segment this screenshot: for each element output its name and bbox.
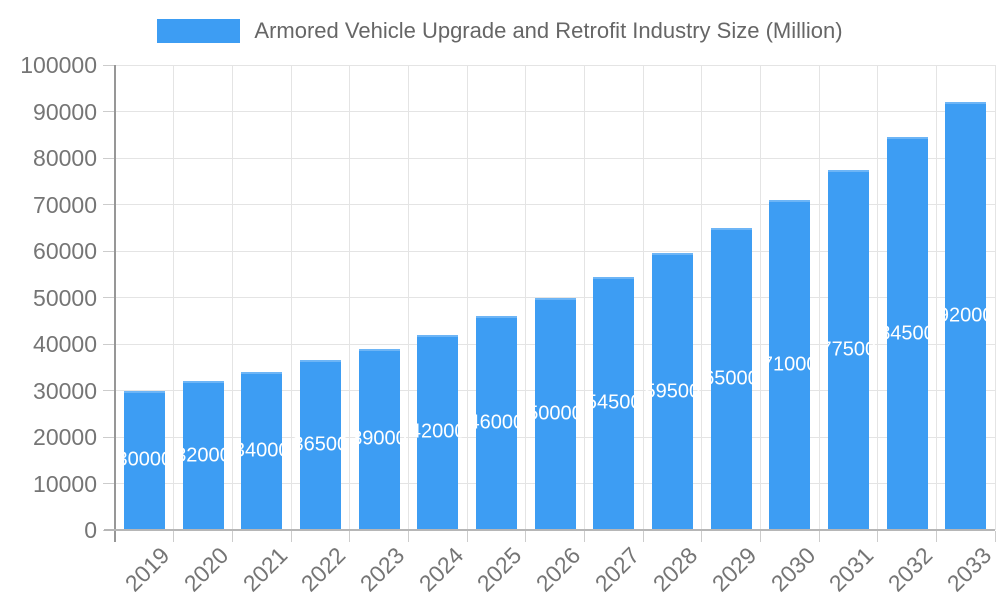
y-tick-100000: [103, 64, 115, 66]
y-tick-label-80000: 80000: [33, 145, 97, 171]
bar-label-2021: 34000: [233, 439, 290, 462]
gridline-v-11: [759, 65, 761, 530]
bar-2020: [182, 381, 224, 530]
y-tick-70000: [103, 204, 115, 205]
x-tick-7: [525, 531, 527, 542]
bar-2027: [593, 276, 635, 530]
x-tick-2: [231, 531, 233, 542]
y-tick-20000: [103, 436, 115, 438]
x-tick-3: [290, 531, 292, 542]
gridline-v-12: [818, 65, 820, 530]
bar-2021: [241, 371, 283, 530]
gridline-v-8: [583, 65, 585, 530]
gridline-h-90000: [115, 111, 995, 112]
bar-2033: [945, 102, 987, 530]
plot-area: 30000 32000 34000 36500 39000 42000 46000 50000…: [115, 64, 996, 530]
gridline-v-7: [525, 65, 527, 530]
legend[interactable]: Armored Vehicle Upgrade and Retrofit Ind…: [0, 18, 1000, 44]
bar-label-2025: 46000: [468, 411, 525, 434]
bar-label-2033: 92000: [937, 304, 994, 327]
gridline-v-1: [173, 65, 175, 530]
bar-label-2019: 30000: [116, 448, 173, 471]
bar-label-2032: 84500: [879, 322, 935, 345]
bar-label-2029: 65000: [703, 367, 759, 390]
y-tick-80000: [103, 157, 115, 159]
x-tick-8: [583, 531, 585, 542]
gridline-v-6: [466, 65, 468, 530]
x-tick-label-2019: 2019: [120, 542, 175, 597]
bar-label-2030: 71000: [761, 353, 818, 376]
bar-2019: [123, 390, 165, 530]
bar-2032: [886, 137, 928, 530]
x-tick-9: [642, 531, 644, 542]
bar-2026: [534, 297, 576, 530]
y-tick-label-50000: 50000: [33, 284, 97, 311]
gridline-v-15: [994, 65, 996, 530]
gridline-h-70000: [115, 204, 995, 205]
gridline-v-3: [290, 65, 292, 530]
bar-label-2023: 39000: [351, 427, 407, 450]
bar-label-2024: 42000: [409, 420, 466, 443]
gridline-h-80000: [115, 157, 995, 159]
x-tick-12: [818, 531, 820, 542]
bar-2022: [299, 360, 341, 530]
bar-label-2020: 32000: [175, 444, 231, 467]
bar-2023: [358, 348, 400, 530]
y-tick-40000: [103, 343, 115, 345]
y-tick-50000: [103, 297, 115, 298]
bar-2025: [475, 316, 517, 530]
y-tick-label-100000: 100000: [20, 52, 97, 78]
y-tick-10000: [103, 483, 115, 484]
bar-label-2031: 77500: [820, 338, 877, 361]
gridline-v-2: [231, 65, 233, 530]
legend-swatch: [157, 19, 241, 43]
x-tick-6: [466, 531, 468, 542]
y-tick-label-0: 0: [84, 517, 97, 543]
bar-label-2022: 36500: [292, 433, 349, 456]
gridline-v-14: [935, 65, 937, 530]
x-tick-4: [349, 531, 351, 542]
legend-label: Armored Vehicle Upgrade and Retrofit Ind…: [254, 18, 843, 43]
y-tick-label-90000: 90000: [33, 98, 97, 125]
gridline-v-9: [642, 65, 644, 530]
y-tick-label-70000: 70000: [33, 191, 97, 218]
bar-2024: [417, 334, 459, 530]
y-tick-90000: [103, 111, 115, 112]
y-tick-label-20000: 20000: [33, 424, 97, 450]
gridline-v-5: [407, 65, 409, 530]
gridline-v-10: [701, 65, 703, 530]
y-tick-label-60000: 60000: [33, 238, 97, 264]
bar-2030: [769, 199, 811, 530]
x-tick-10: [701, 531, 703, 542]
bar-label-2026: 50000: [527, 402, 583, 425]
gridline-v-4: [349, 65, 351, 530]
y-tick-30000: [103, 390, 115, 391]
x-axis-line: [104, 529, 995, 531]
bar-2031: [827, 169, 869, 530]
bar-label-2027: 54500: [585, 391, 642, 414]
x-tick-15: [994, 531, 996, 542]
x-tick-1: [173, 531, 175, 542]
y-axis-line: [114, 65, 116, 542]
y-tick-label-30000: 30000: [33, 377, 97, 404]
x-tick-5: [407, 531, 409, 542]
x-tick-14: [935, 531, 937, 542]
x-tick-11: [759, 531, 761, 542]
bar-label-2028: 59500: [644, 380, 701, 403]
bar-2028: [651, 253, 693, 530]
x-tick-13: [877, 531, 879, 542]
y-tick-60000: [103, 250, 115, 252]
bar-2029: [710, 227, 752, 530]
y-tick-label-10000: 10000: [33, 470, 97, 497]
y-tick-label-40000: 40000: [33, 331, 97, 357]
gridline-h-60000: [115, 250, 995, 252]
gridline-v-13: [877, 65, 879, 530]
gridline-h-100000: [115, 64, 995, 66]
